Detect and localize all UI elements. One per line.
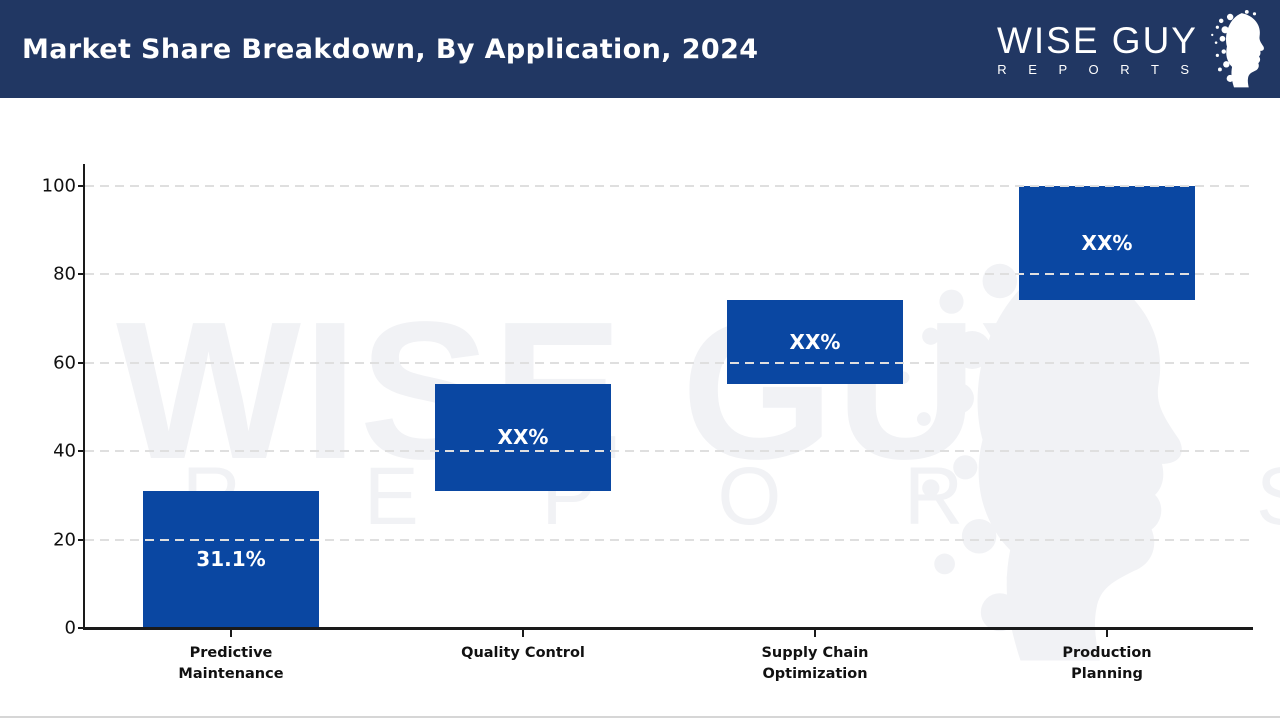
y-axis-line	[83, 163, 85, 630]
x-axis-label-line: Quality Control	[461, 645, 585, 661]
bottom-divider	[0, 716, 1280, 718]
chart-canvas: WISE GUY R E P O R T S 0 20 40 60 80 100 31.1%…	[0, 98, 1280, 720]
x-axis-tick	[230, 630, 232, 637]
page-title: Market Share Breakdown, By Application, …	[22, 33, 759, 65]
bar-predictive-maintenance	[143, 490, 319, 628]
x-axis-tick	[814, 630, 816, 637]
x-axis-label-line: Supply Chain	[761, 645, 869, 661]
brand-face-icon	[1211, 9, 1264, 88]
bar-value-label: XX%	[1081, 230, 1133, 255]
gridline	[85, 361, 1253, 364]
header-bar: Market Share Breakdown, By Application, …	[0, 0, 1280, 98]
watermark-text: WISE GUY	[116, 281, 1113, 500]
y-axis-tick	[78, 538, 85, 541]
bar-supply-chain-optimization	[727, 299, 903, 385]
y-axis-tick-label: 20	[53, 529, 76, 551]
gridline	[85, 185, 1253, 187]
y-axis-tick-label: 40	[53, 440, 76, 462]
bar-quality-control	[435, 384, 611, 491]
x-axis-label-line: Planning	[1071, 666, 1143, 682]
y-axis-tick	[78, 450, 85, 453]
x-axis-label: Predictive Maintenance	[111, 643, 351, 685]
y-axis-tick	[78, 273, 85, 276]
bar-value-label: XX%	[497, 425, 549, 450]
bar-value-label: XX%	[789, 329, 841, 354]
gridline	[85, 273, 1253, 276]
x-axis-tick	[522, 630, 524, 637]
brand-name: WISE GUY	[996, 19, 1198, 61]
x-axis-label-line: Maintenance	[178, 666, 284, 682]
gridline	[85, 538, 1253, 541]
brand-logo-text: WISE GUY R E P O R T S	[996, 19, 1198, 77]
x-axis-label-line: Production	[1062, 645, 1152, 661]
x-axis-line	[83, 627, 1253, 630]
y-axis-tick-label: 80	[53, 263, 76, 285]
x-axis-label: Supply Chain Optimization	[695, 643, 935, 685]
brand-logo: WISE GUY R E P O R T S	[997, 9, 1280, 89]
y-axis-tick-label: 60	[53, 352, 76, 374]
x-axis-tick	[1106, 630, 1108, 637]
x-axis-label-line: Predictive	[189, 645, 273, 661]
y-axis-tick	[78, 361, 85, 364]
x-axis-label: Quality Control	[403, 643, 643, 664]
brand-subtitle: R E P O R T S	[997, 61, 1198, 77]
y-axis-tick-label: 100	[41, 175, 76, 197]
x-axis-label-line: Optimization	[762, 666, 868, 682]
bar-production-planning	[1019, 186, 1195, 300]
gridline	[85, 450, 1253, 453]
y-axis-tick	[78, 185, 85, 187]
y-axis-tick-label: 0	[64, 617, 76, 639]
bar-value-label: 31.1%	[196, 547, 266, 572]
x-axis-label: Production Planning	[987, 643, 1227, 685]
y-axis-tick	[78, 627, 85, 629]
